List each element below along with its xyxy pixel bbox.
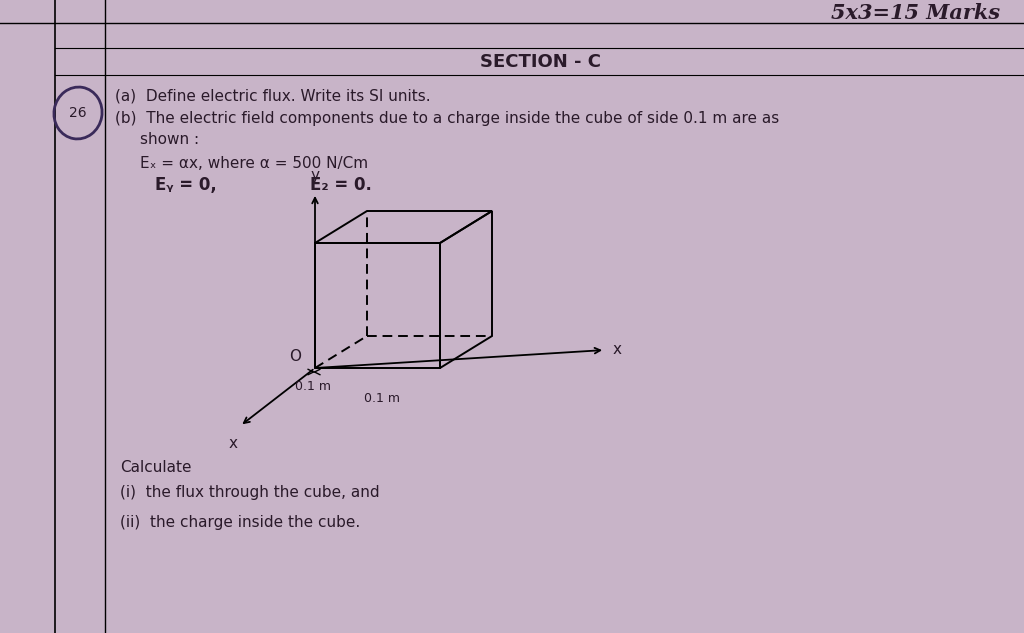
Text: (a)  Define electric flux. Write its SI units.: (a) Define electric flux. Write its SI u… (115, 89, 431, 104)
Text: Eₓ = αx, where α = 500 N/Cm: Eₓ = αx, where α = 500 N/Cm (140, 156, 368, 170)
Text: y: y (310, 168, 319, 183)
Text: 26: 26 (70, 106, 87, 120)
Text: x: x (613, 342, 622, 358)
Text: SECTION - C: SECTION - C (479, 53, 600, 71)
Text: O: O (289, 349, 301, 364)
Text: Eᵧ = 0,: Eᵧ = 0, (155, 176, 217, 194)
Text: (b)  The electric field components due to a charge inside the cube of side 0.1 m: (b) The electric field components due to… (115, 111, 779, 127)
Text: 5x3=15 Marks: 5x3=15 Marks (830, 3, 1000, 23)
Text: (ii)  the charge inside the cube.: (ii) the charge inside the cube. (120, 515, 360, 530)
Text: E₂ = 0.: E₂ = 0. (310, 176, 372, 194)
Text: shown :: shown : (140, 132, 199, 147)
Text: Calculate: Calculate (120, 460, 191, 475)
Text: 0.1 m: 0.1 m (365, 391, 400, 404)
Text: x: x (228, 436, 238, 451)
Text: 0.1 m: 0.1 m (295, 380, 331, 392)
Text: (i)  the flux through the cube, and: (i) the flux through the cube, and (120, 486, 380, 501)
